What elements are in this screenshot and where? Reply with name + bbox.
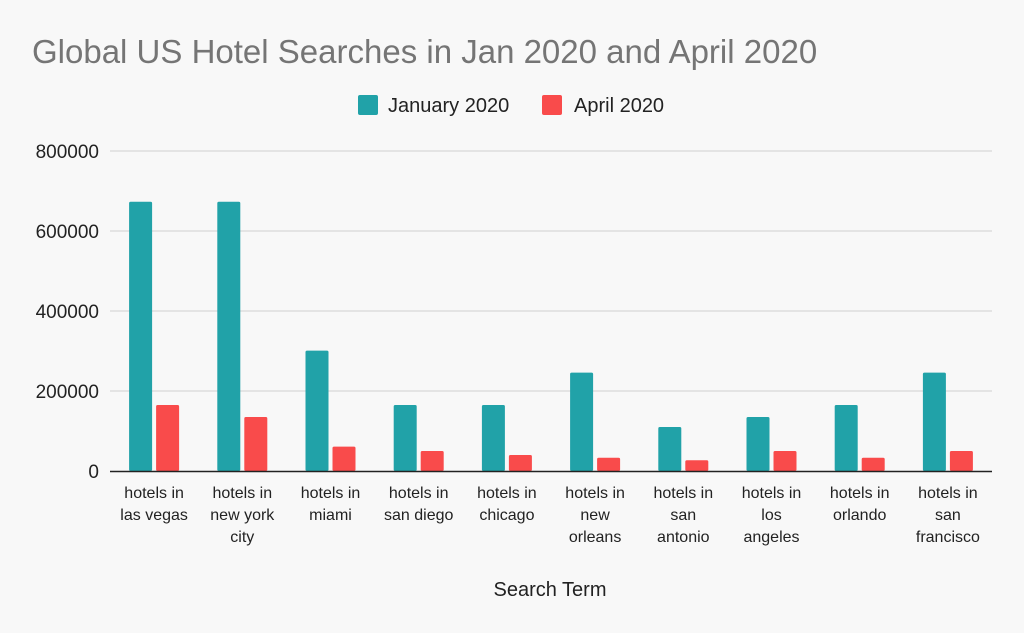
x-tick-label-line: new york — [210, 507, 275, 524]
bar-january-2020 — [481, 405, 505, 471]
x-tick-label-line: hotels in — [124, 485, 184, 502]
x-tick-label-line: san — [670, 507, 696, 524]
x-tick-label-line: san — [935, 507, 961, 524]
bar-january-2020 — [746, 417, 770, 471]
x-tick-label: hotels in chicago — [477, 485, 537, 524]
x-tick-label: hotels in miami — [301, 485, 361, 524]
x-tick-label-line: las vegas — [120, 507, 188, 524]
x-tick-label-line: city — [230, 529, 254, 546]
legend-swatch — [358, 95, 378, 115]
x-tick-label-line: antonio — [657, 529, 710, 546]
x-tick-label-line: chicago — [479, 507, 534, 524]
y-tick-label: 800000 — [36, 142, 99, 163]
x-tick-label: hotels in orlando — [830, 485, 890, 524]
x-tick-label-line: hotels in — [654, 485, 714, 502]
x-tick-label-line: orlando — [833, 507, 886, 524]
x-tick-label-line: los — [761, 507, 781, 524]
bar-april-2020 — [685, 460, 709, 471]
x-tick-label-line: san diego — [384, 507, 453, 524]
x-tick-label: hotels in san diego — [384, 485, 453, 524]
x-tick-label: hotels in san francisco — [916, 485, 980, 546]
y-tick-label: 400000 — [36, 302, 99, 323]
x-tick-label-line: hotels in — [213, 485, 273, 502]
bar-april-2020 — [597, 457, 621, 471]
y-axis: 0 200000 400000 600000 800000 — [36, 142, 99, 483]
x-tick-label-line: hotels in — [477, 485, 537, 502]
y-tick-label: 200000 — [36, 382, 99, 403]
bar-april-2020 — [156, 405, 180, 471]
bars — [129, 201, 973, 472]
x-tick-label-line: hotels in — [389, 485, 449, 502]
x-tick-label-line: hotels in — [918, 485, 978, 502]
bar-january-2020 — [129, 201, 153, 472]
bar-april-2020 — [861, 457, 885, 471]
bar-april-2020 — [332, 446, 356, 471]
y-tick-label: 0 — [88, 462, 99, 483]
x-tick-label: hotels in san antonio — [654, 485, 714, 546]
x-tick-label: hotels in los angeles — [742, 485, 802, 546]
x-tick-label: hotels in new york city — [210, 485, 275, 546]
x-tick-label-line: francisco — [916, 529, 980, 546]
bar-january-2020 — [834, 405, 858, 471]
y-tick-label: 600000 — [36, 222, 99, 243]
bar-january-2020 — [393, 405, 417, 471]
x-tick-label-line: hotels in — [742, 485, 802, 502]
bar-april-2020 — [949, 451, 973, 471]
chart-title: Global US Hotel Searches in Jan 2020 and… — [32, 33, 817, 70]
bar-april-2020 — [420, 451, 444, 471]
legend-swatch — [542, 95, 562, 115]
x-tick-label-line: miami — [309, 507, 352, 524]
bar-january-2020 — [658, 427, 682, 471]
legend-label: January 2020 — [388, 95, 509, 117]
x-tick-label-line: orleans — [569, 529, 621, 546]
x-tick-label-line: hotels in — [301, 485, 361, 502]
x-axis-title: Search Term — [493, 579, 606, 601]
x-tick-label: hotels in las vegas — [120, 485, 188, 524]
bar-april-2020 — [508, 455, 532, 471]
legend-label: April 2020 — [574, 95, 664, 117]
chart-legend: January 2020 April 2020 — [358, 95, 664, 117]
x-tick-label: hotels in new orleans — [565, 485, 625, 546]
x-tick-label-line: hotels in — [830, 485, 890, 502]
x-tick-label-line: new — [580, 507, 610, 524]
bar-january-2020 — [922, 372, 946, 471]
bar-april-2020 — [773, 451, 797, 471]
x-tick-label-line: angeles — [743, 529, 799, 546]
bar-january-2020 — [305, 350, 329, 471]
bar-january-2020 — [570, 372, 594, 471]
x-tick-label-line: hotels in — [565, 485, 625, 502]
bar-april-2020 — [244, 417, 268, 471]
gridlines — [110, 150, 992, 392]
bar-january-2020 — [217, 201, 241, 472]
